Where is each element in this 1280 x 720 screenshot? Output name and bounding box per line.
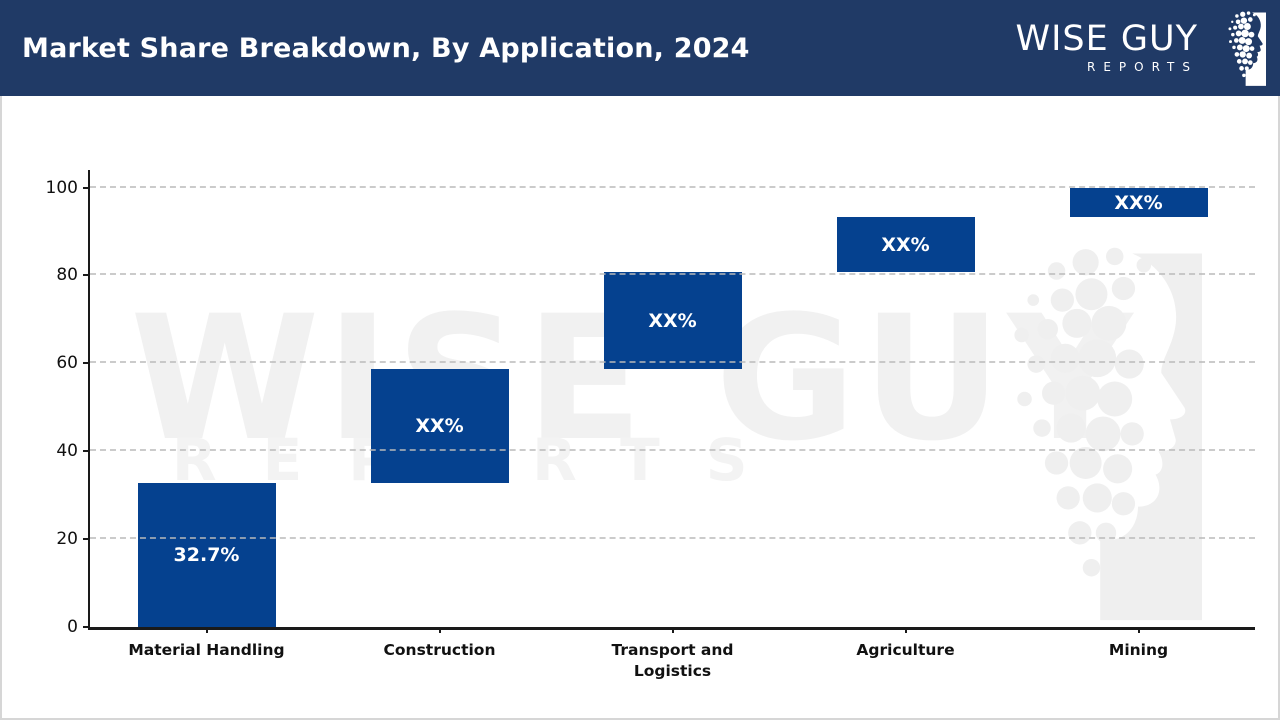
chart-area: WISE GUY REPORTS 32.7%Material HandlingX… — [0, 96, 1280, 720]
bar-value-label: 32.7% — [173, 544, 240, 567]
category-column-construction: XX% Construction — [323, 170, 556, 659]
y-axis-tick-label: 80 — [56, 265, 78, 286]
y-axis-tick-label: 40 — [56, 441, 78, 462]
y-axis-tick-mark — [83, 450, 90, 453]
x-axis-category-label: Transport and Logistics — [611, 641, 734, 680]
bar-value-label: XX% — [1114, 191, 1163, 214]
dotted-face-profile-icon — [1228, 11, 1266, 86]
x-axis-tick-mark — [1137, 627, 1140, 633]
x-axis-tick-mark — [438, 627, 441, 633]
bar-agriculture: XX% — [836, 217, 975, 273]
bar-columns: 32.7% Material Handling XX% Construction XX%… — [90, 170, 1255, 680]
x-axis-category-label: Material Handling — [128, 641, 285, 659]
category-column-agriculture: XX% Agriculture — [789, 170, 1022, 659]
bar-value-label: XX% — [415, 414, 464, 437]
bar-mining: XX% — [1069, 187, 1208, 218]
bar-value-label: XX% — [648, 309, 697, 332]
y-axis-tick-label: 0 — [67, 617, 78, 637]
x-axis-category-label: Agriculture — [856, 641, 955, 659]
x-axis-tick-mark — [904, 627, 907, 633]
x-axis-tick-mark — [205, 627, 208, 633]
bar-transport-and-logistics: XX% — [603, 272, 742, 369]
page-title: Market Share Breakdown, By Application, … — [22, 32, 750, 64]
category-column-material-handling: 32.7% Material Handling — [90, 170, 323, 659]
category-column-transport-and-logistics: XX% Transport and Logistics — [556, 170, 789, 680]
y-axis-tick-mark — [83, 274, 90, 277]
category-column-mining: XX% Mining — [1022, 170, 1255, 659]
wiseguy-logo: WISE GUY REPORTS — [1015, 5, 1280, 91]
y-axis-tick-mark — [83, 626, 90, 628]
logo-wordmark: WISE GUY — [1015, 19, 1198, 59]
y-axis-tick-mark — [83, 538, 90, 541]
x-axis-tick-mark — [671, 627, 674, 633]
bar-construction: XX% — [370, 368, 509, 484]
y-axis-tick-mark — [83, 362, 90, 365]
header-banner: Market Share Breakdown, By Application, … — [0, 0, 1280, 96]
x-axis-category-label: Construction — [383, 641, 496, 659]
bar-value-label: XX% — [881, 233, 930, 256]
x-axis-category-label: Mining — [1108, 641, 1169, 659]
y-axis-tick-label: 20 — [56, 529, 78, 550]
bar-material-handling: 32.7% — [137, 483, 276, 627]
logo-subtitle: REPORTS — [1086, 60, 1198, 74]
y-axis-tick-label: 60 — [56, 353, 78, 374]
y-axis-tick-mark — [83, 186, 90, 189]
y-axis-tick-label: 100 — [45, 177, 78, 198]
logo-text: WISE GUY REPORTS — [1015, 19, 1198, 75]
plot-area: 32.7% Material Handling XX% Construction XX%… — [46, 170, 1255, 680]
